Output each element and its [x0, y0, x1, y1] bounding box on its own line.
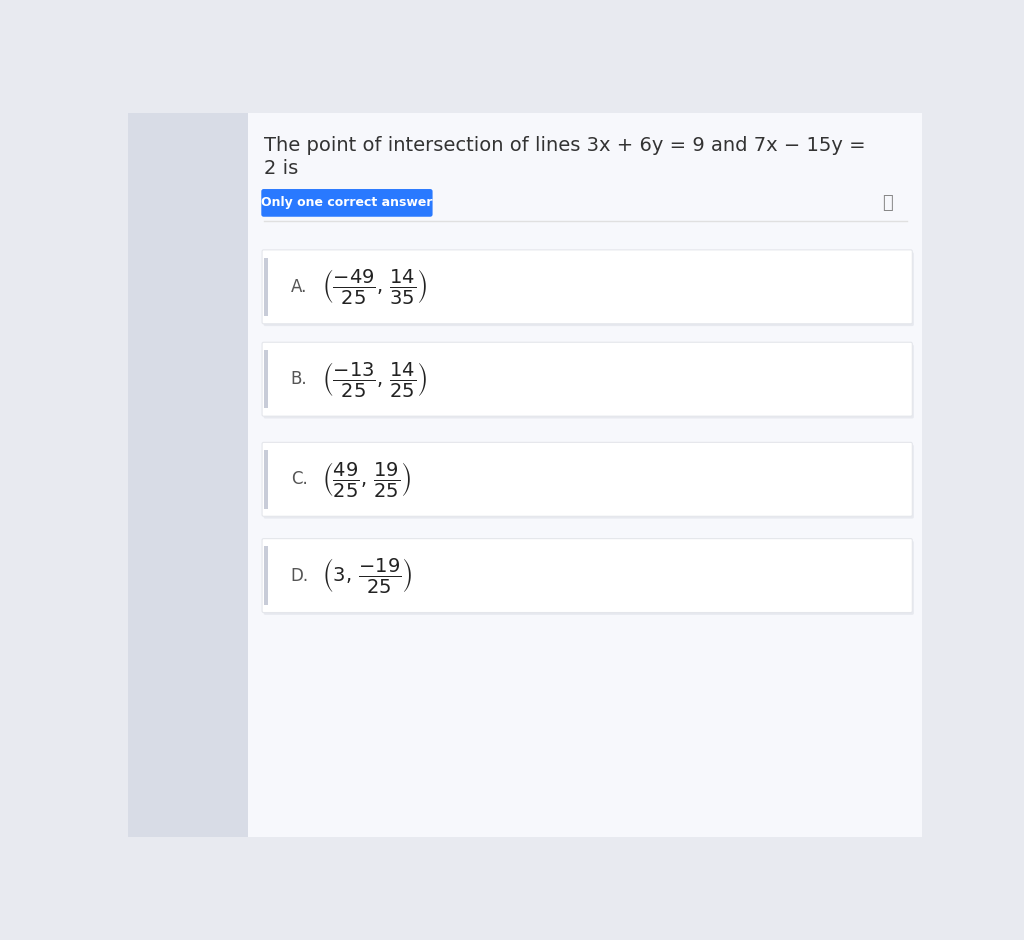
- FancyBboxPatch shape: [262, 539, 912, 613]
- FancyBboxPatch shape: [263, 345, 913, 418]
- Text: Only one correct answer: Only one correct answer: [261, 196, 433, 210]
- FancyBboxPatch shape: [263, 445, 913, 519]
- FancyBboxPatch shape: [261, 189, 432, 217]
- Bar: [263, 350, 267, 409]
- Text: $\left(\dfrac{-49}{25},\, \dfrac{14}{35}\right)$: $\left(\dfrac{-49}{25},\, \dfrac{14}{35}…: [322, 267, 427, 306]
- FancyBboxPatch shape: [262, 342, 912, 416]
- FancyBboxPatch shape: [263, 540, 913, 615]
- Text: 2 is: 2 is: [263, 159, 298, 178]
- Text: B.: B.: [291, 370, 307, 388]
- Text: $\left(\dfrac{49}{25},\, \dfrac{19}{25}\right)$: $\left(\dfrac{49}{25},\, \dfrac{19}{25}\…: [322, 460, 411, 499]
- Bar: [263, 258, 267, 316]
- Text: The point of intersection of lines 3x + 6y = 9 and 7x − 15y =: The point of intersection of lines 3x + …: [263, 136, 865, 155]
- Text: D.: D.: [291, 567, 309, 585]
- Bar: [263, 450, 267, 509]
- Text: C.: C.: [291, 470, 307, 488]
- Text: $\left(3,\, \dfrac{-19}{25}\right)$: $\left(3,\, \dfrac{-19}{25}\right)$: [322, 556, 413, 595]
- Bar: [248, 113, 922, 837]
- Text: A.: A.: [291, 278, 307, 296]
- FancyBboxPatch shape: [262, 443, 912, 516]
- Bar: [128, 113, 248, 837]
- Bar: [263, 546, 267, 604]
- FancyBboxPatch shape: [263, 252, 913, 326]
- FancyBboxPatch shape: [262, 250, 912, 323]
- Text: $\left(\dfrac{-13}{25},\, \dfrac{14}{25}\right)$: $\left(\dfrac{-13}{25},\, \dfrac{14}{25}…: [322, 360, 427, 399]
- Text: ⓘ: ⓘ: [882, 194, 893, 212]
